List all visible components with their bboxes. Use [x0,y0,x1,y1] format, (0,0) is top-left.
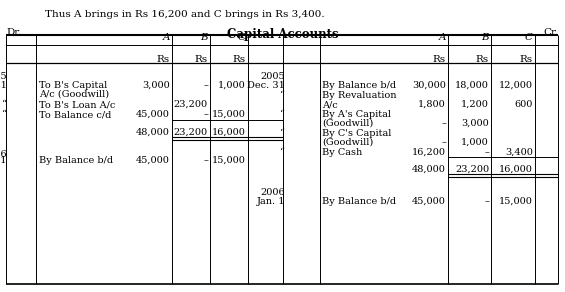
Text: By Balance b/d: By Balance b/d [39,156,113,165]
Text: By A's Capital: By A's Capital [322,110,391,119]
Text: 1,000: 1,000 [218,81,246,90]
Text: By Balance b/d: By Balance b/d [322,81,396,90]
Text: (Goodwill): (Goodwill) [322,119,373,128]
Text: A: A [163,33,170,42]
Text: 23,200: 23,200 [455,165,489,174]
Text: “: “ [280,110,285,119]
Text: Dr.: Dr. [6,28,21,37]
Text: Cr.: Cr. [543,28,558,37]
Text: –: – [203,156,208,165]
Text: B: B [481,33,489,42]
Text: –: – [441,119,446,128]
Text: 23,200: 23,200 [174,100,208,109]
Text: 15,000: 15,000 [212,156,246,165]
Text: Rs: Rs [157,55,170,64]
Text: 30,000: 30,000 [412,81,446,90]
Text: Rs: Rs [233,55,246,64]
Text: Jan. 1: Jan. 1 [0,156,7,165]
Text: 16,200: 16,200 [412,148,446,157]
Text: (Goodwill): (Goodwill) [322,138,373,147]
Text: –: – [484,197,489,206]
Text: 1,200: 1,200 [461,100,489,109]
Text: 2006: 2006 [0,150,7,159]
Text: 48,000: 48,000 [412,165,446,174]
Text: 3,000: 3,000 [461,119,489,128]
Text: 15,000: 15,000 [212,110,246,119]
Text: “: “ [2,100,7,109]
Text: –: – [484,148,489,157]
Text: 18,000: 18,000 [455,81,489,90]
Text: 1,800: 1,800 [418,100,446,109]
Text: 16,000: 16,000 [212,128,246,137]
Text: 3,000: 3,000 [142,81,170,90]
Text: By Cash: By Cash [322,148,362,157]
Text: Dec. 31: Dec. 31 [247,81,285,90]
Text: Capital Accounts: Capital Accounts [227,28,339,41]
Text: 2006: 2006 [260,188,285,197]
Text: A: A [438,33,446,42]
Text: To Balance c/d: To Balance c/d [39,110,111,119]
Text: A/c: A/c [322,100,338,109]
Text: B: B [201,33,208,42]
Text: By Revaluation: By Revaluation [322,91,397,100]
Text: Rs: Rs [433,55,446,64]
Text: 15,000: 15,000 [499,197,533,206]
Text: “: “ [280,148,285,157]
Text: –: – [203,110,208,119]
Text: Thus A brings in Rs 16,200 and C brings in Rs 3,400.: Thus A brings in Rs 16,200 and C brings … [45,10,325,19]
Text: 48,000: 48,000 [136,128,170,137]
Text: 3,400: 3,400 [505,148,533,157]
Text: 600: 600 [515,100,533,109]
Text: A/c (Goodwill): A/c (Goodwill) [39,90,109,99]
Text: “: “ [2,110,7,119]
Text: 12,000: 12,000 [499,81,533,90]
Text: –: – [203,81,208,90]
Text: 2005: 2005 [260,72,285,81]
Text: By Balance b/d: By Balance b/d [322,197,396,206]
Text: 23,200: 23,200 [174,128,208,137]
Text: Jan. 1: Jan. 1 [257,197,285,206]
Text: To B's Capital: To B's Capital [39,81,107,90]
Text: –: – [441,138,446,147]
Text: “: “ [280,129,285,138]
Text: Dec. 31: Dec. 31 [0,81,7,90]
Text: 45,000: 45,000 [136,156,170,165]
Text: To B's Loan A/c: To B's Loan A/c [39,100,115,109]
Text: Rs: Rs [476,55,489,64]
Text: “: “ [280,91,285,100]
Text: Rs: Rs [520,55,533,64]
Text: 45,000: 45,000 [412,197,446,206]
Text: 1,000: 1,000 [461,138,489,147]
Text: C: C [525,33,533,42]
Text: Rs: Rs [195,55,208,64]
Text: By C's Capital: By C's Capital [322,129,392,138]
Text: 2005: 2005 [0,72,7,81]
Text: 16,000: 16,000 [499,165,533,174]
Text: 45,000: 45,000 [136,110,170,119]
Text: C: C [238,33,246,42]
